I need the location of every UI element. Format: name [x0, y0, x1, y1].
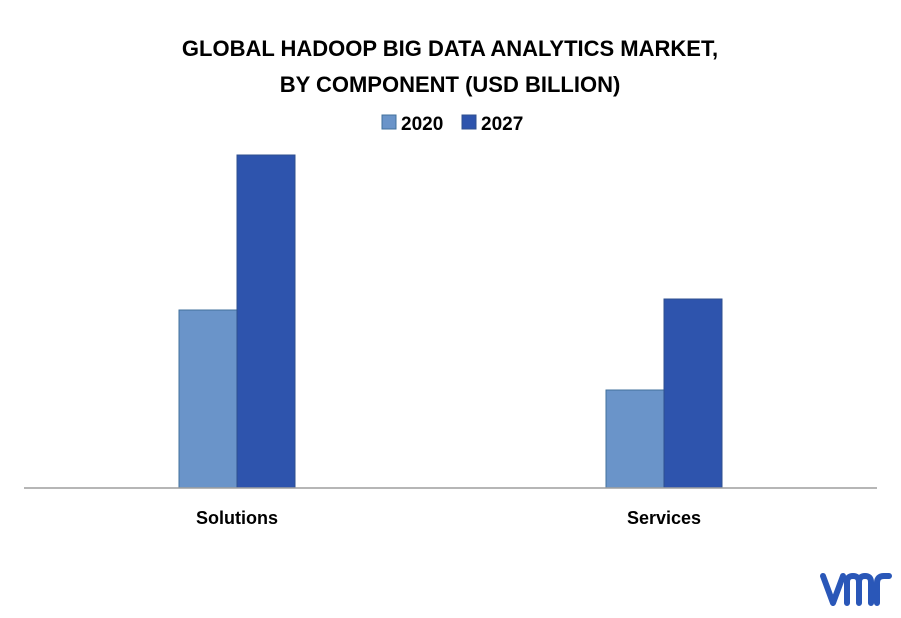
bar-solutions-2027 [236, 154, 296, 489]
bar-solutions-2020 [178, 309, 238, 489]
bar-services-2027 [663, 298, 723, 489]
bars [178, 154, 723, 489]
chart-subtitle: BY COMPONENT (USD BILLION) [280, 72, 621, 97]
legend-label-2027: 2027 [481, 114, 523, 135]
x-tick-solutions: Solutions [196, 508, 278, 528]
x-tick-services: Services [627, 508, 701, 528]
bar-services-2020 [605, 389, 665, 489]
vmr-logo [820, 573, 892, 606]
legend-label-2020: 2020 [401, 114, 443, 135]
chart-title: GLOBAL HADOOP BIG DATA ANALYTICS MARKET, [182, 36, 718, 61]
legend: 2020 2027 [381, 114, 523, 135]
legend-swatch-2027 [461, 114, 477, 130]
legend-swatch-2020 [381, 114, 397, 130]
